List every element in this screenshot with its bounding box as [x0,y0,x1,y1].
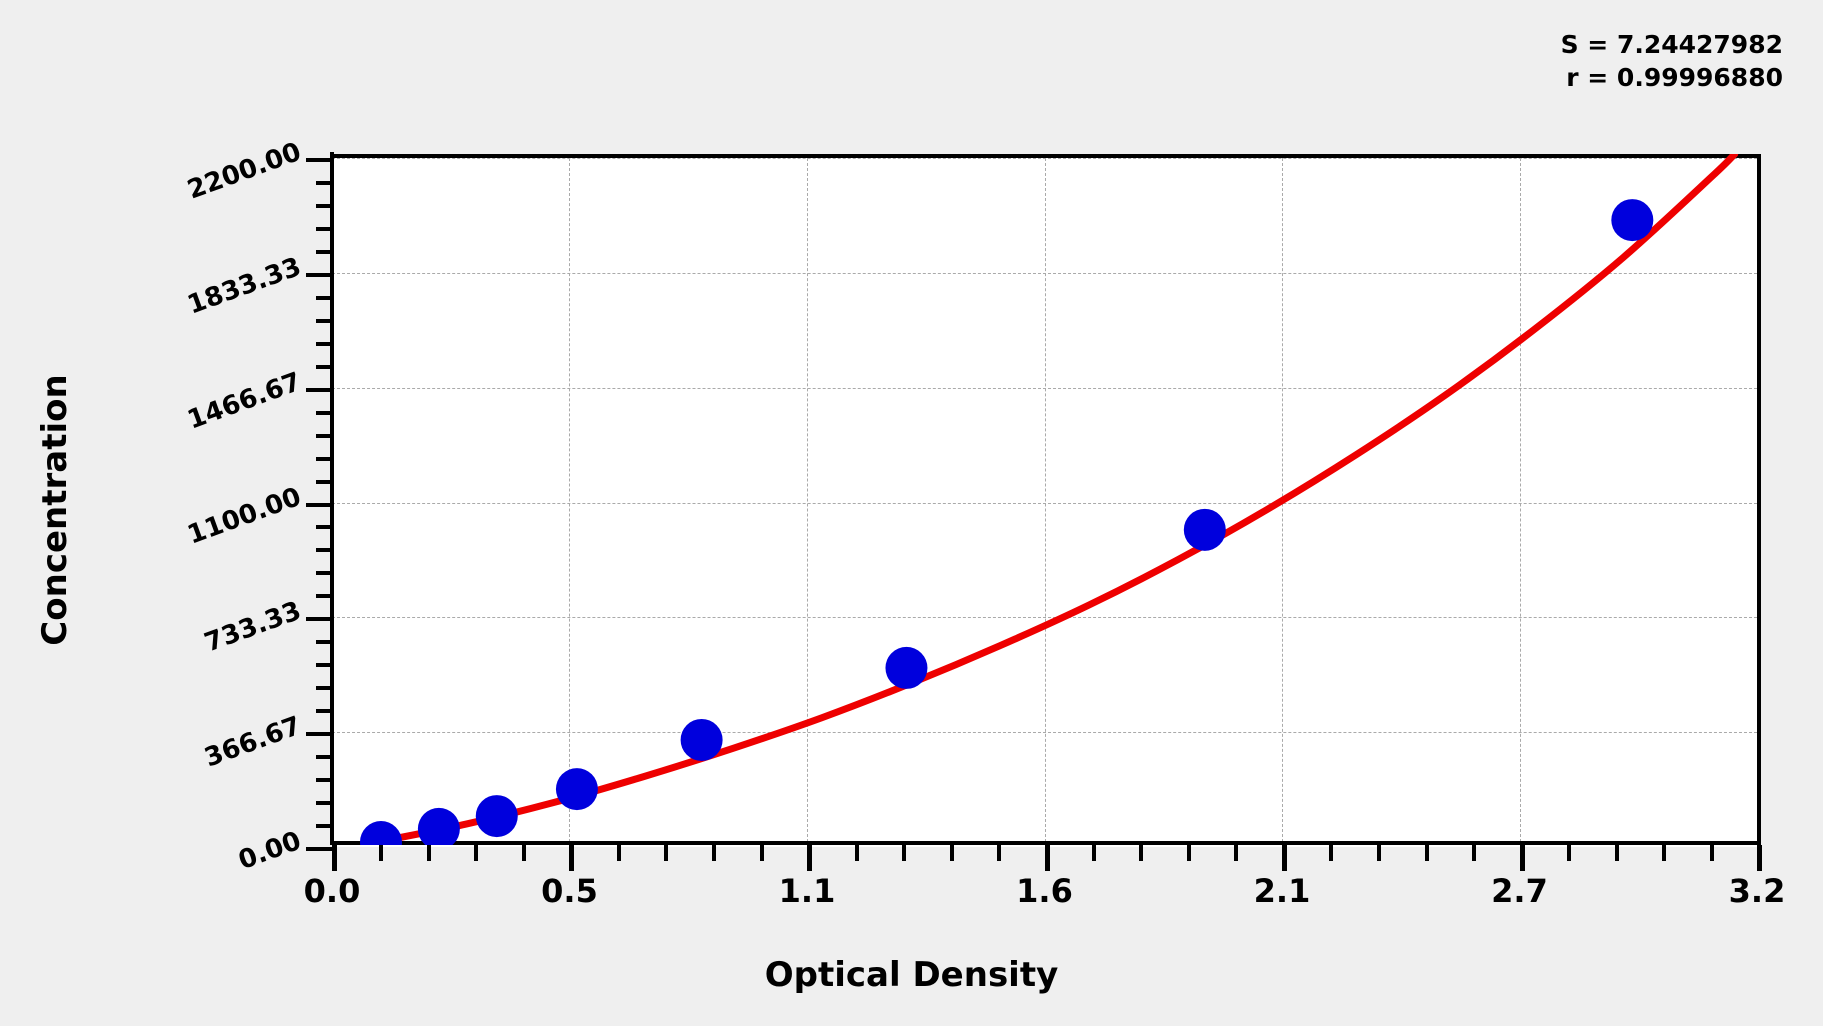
x-tick-major [807,845,812,871]
x-tick-minor [997,845,1001,861]
x-tick-minor [1186,845,1191,861]
x-tick-minor [426,845,431,861]
x-tick-minor [902,845,906,861]
y-tick-label: 0.00 [234,825,306,877]
y-tick-minor [316,249,332,254]
y-tick-minor [316,778,332,783]
x-tick-minor [1614,845,1619,861]
stat-s-value: S = 7.24427982 [1560,30,1783,59]
y-tick-major [306,847,332,851]
y-tick-major [306,732,332,737]
x-tick-label: 3.2 [1728,872,1786,910]
y-tick-minor [316,640,332,645]
x-tick-major [1044,845,1050,871]
x-tick-label: 2.7 [1491,872,1548,910]
x-tick-minor [712,845,716,861]
x-tick-label: 1.6 [1016,872,1073,910]
grid-line-vertical [1281,158,1283,847]
y-tick-major [306,158,332,162]
y-tick-minor [316,410,332,415]
y-axis-line [330,152,334,845]
x-tick-minor [759,845,764,861]
grid-line-vertical [1044,158,1046,847]
fit-statistics: S = 7.24427982 r = 0.99996880 [1561,28,1783,94]
x-tick-minor [1234,845,1239,861]
y-tick-major [306,502,332,507]
plot-area [306,154,1761,851]
y-tick-major [306,617,332,622]
y-tick-minor [316,341,332,346]
y-tick-minor [316,318,332,323]
x-axis-title: Optical Density [764,955,1059,995]
x-tick-label: 1.1 [778,872,836,910]
x-tick-minor [854,845,859,861]
y-axis-title: Concentration [35,374,75,646]
y-tick-minor [316,686,332,691]
y-tick-minor [316,525,332,530]
y-tick-minor [316,594,332,599]
y-tick-minor [316,755,332,760]
x-tick-major [569,845,575,871]
y-tick-minor [316,364,332,369]
x-tick-minor [1139,845,1144,861]
x-tick-label: 0.5 [541,872,598,910]
y-tick-minor [316,180,332,185]
y-tick-minor [316,801,332,806]
x-tick-major [1281,845,1287,871]
x-tick-minor [521,845,526,861]
x-tick-minor [1472,845,1476,861]
x-axis-ticks [332,845,1762,875]
y-tick-minor [316,456,332,461]
x-tick-label: 2.1 [1253,872,1311,910]
x-tick-minor [474,845,479,861]
x-tick-major [332,845,337,871]
y-tick-minor [316,571,332,576]
x-tick-label: 0.0 [303,872,361,910]
x-tick-minor [1376,845,1381,861]
y-tick-label: 366.67 [200,711,306,774]
y-tick-minor [316,548,332,553]
grid-line-vertical [1519,158,1521,847]
y-tick-minor [316,295,332,300]
stat-r-value: r = 0.99996880 [1566,63,1783,92]
x-tick-minor [616,845,621,861]
grid-line-vertical [807,158,808,847]
y-tick-minor [316,226,332,231]
y-tick-minor [316,663,332,668]
x-tick-minor [664,845,669,861]
y-tick-minor [316,433,332,438]
x-tick-minor [1662,845,1666,861]
x-tick-major [1519,845,1525,871]
x-tick-minor [1567,845,1571,861]
y-tick-major [306,387,332,392]
x-tick-minor [1709,845,1714,861]
grid-line-vertical [569,158,571,847]
x-tick-major [1757,845,1762,871]
x-tick-minor [1424,845,1429,861]
x-tick-minor [379,845,384,861]
y-tick-major [306,272,332,277]
y-tick-minor [316,203,332,208]
x-tick-minor [949,845,954,861]
y-tick-minor [316,824,332,829]
y-tick-minor [316,709,332,714]
y-tick-minor [316,479,332,484]
x-tick-minor [1091,845,1096,861]
y-tick-label: 2200.00 [183,136,306,206]
x-tick-minor [1329,845,1334,861]
